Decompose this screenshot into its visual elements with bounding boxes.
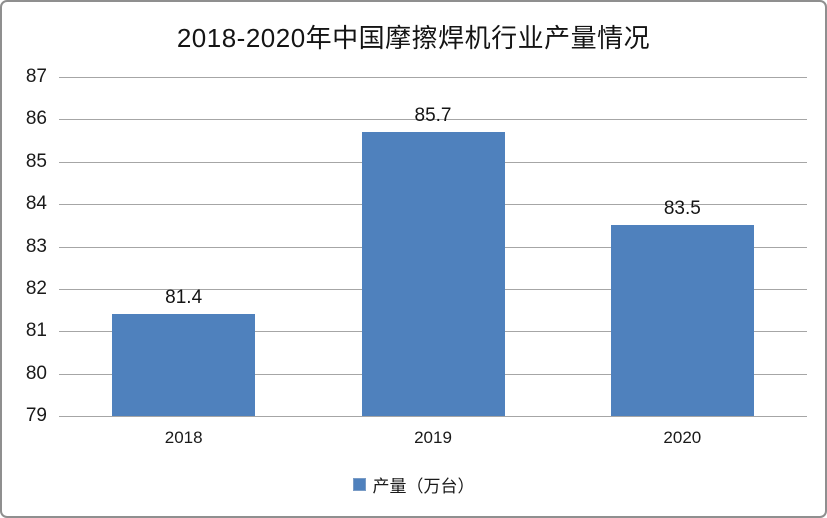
data-label-2018: 81.4: [165, 287, 203, 309]
legend: 产量（万台）: [2, 472, 825, 497]
y-axis-tick-label: 87: [25, 66, 47, 87]
bar-2020: [610, 225, 754, 416]
legend-swatch: [352, 478, 366, 491]
x-axis-tick-label-2018: 2018: [164, 428, 203, 447]
gridline-79: [59, 416, 807, 417]
y-axis-tick-label: 83: [25, 235, 47, 257]
chart-title: 2018-2020年中国摩擦焊机行业产量情况: [176, 23, 651, 53]
bar-2019: [361, 132, 505, 416]
y-axis-tick-label: 84: [25, 193, 47, 215]
legend-label: 产量（万台）: [372, 477, 475, 496]
data-label-2020: 83.5: [663, 198, 701, 220]
y-axis-tick-label: 79: [25, 405, 47, 426]
x-axis-tick-label-2020: 2020: [663, 428, 702, 447]
y-axis-tick-label: 82: [25, 277, 47, 299]
gridline-87: [59, 77, 807, 78]
y-axis-tick-label: 81: [25, 320, 47, 342]
y-axis-tick-label: 80: [25, 362, 47, 384]
x-axis-tick-label-2019: 2019: [414, 428, 452, 447]
y-axis-tick-label: 86: [25, 108, 47, 130]
y-axis-tick-label: 85: [25, 150, 47, 172]
data-label-2019: 85.7: [414, 105, 452, 127]
bar-2018: [112, 314, 256, 416]
gridline-86: [59, 119, 807, 121]
